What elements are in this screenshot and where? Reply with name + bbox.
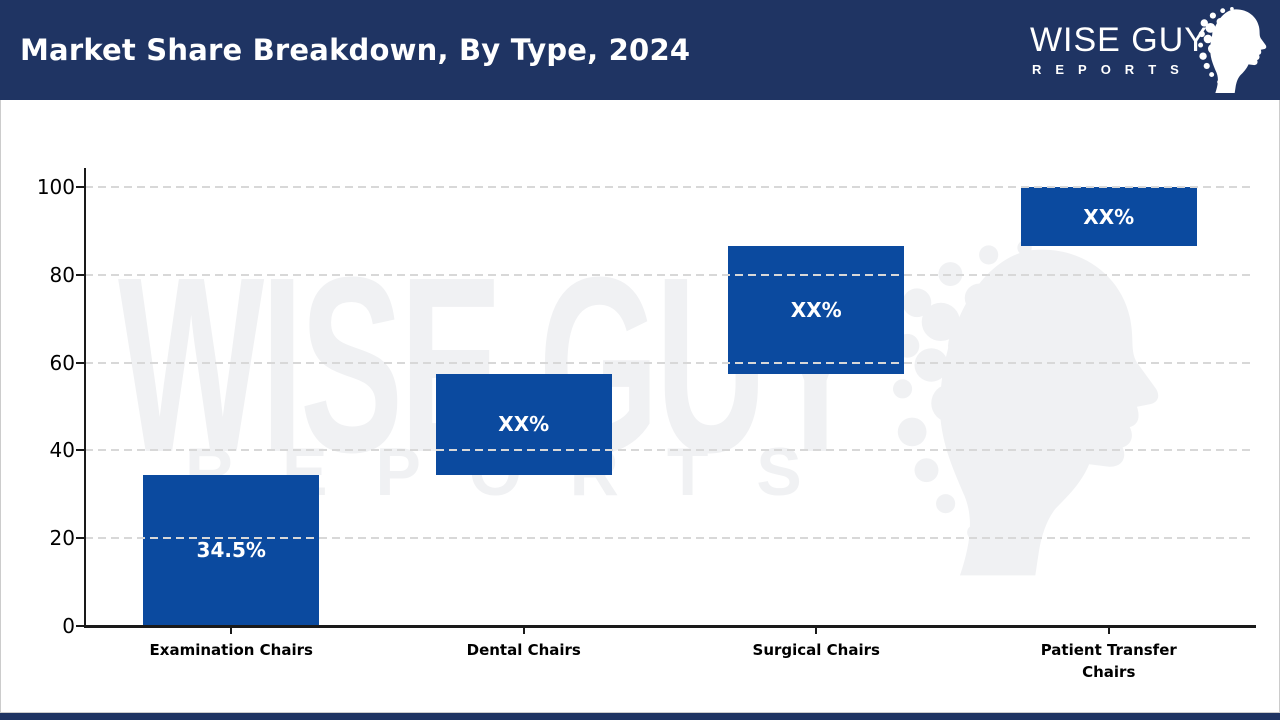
x-axis-label-2: Dental Chairs <box>466 641 581 659</box>
x-tick-mark-2 <box>522 626 525 634</box>
x-axis-line <box>84 625 1256 628</box>
y-tick-mark-0 <box>76 625 85 627</box>
gridline-100 <box>85 186 1255 188</box>
x-tick-mark-3 <box>815 626 818 634</box>
bar-segment-4 <box>1020 187 1197 247</box>
bar-value-label-2: XX% <box>498 412 550 437</box>
y-tick-label-20: 20 <box>49 526 75 551</box>
bar-value-label-4: XX% <box>1083 204 1135 229</box>
watermark-head-icon <box>893 238 1180 578</box>
y-tick-mark-20 <box>76 537 85 540</box>
y-tick-label-0: 0 <box>62 614 75 638</box>
bar-segment-1 <box>143 474 320 626</box>
wise-guy-logo: WISE GUY REPORTS <box>1030 7 1280 93</box>
y-tick-label-100: 100 <box>36 175 75 199</box>
bar-value-label-1: 34.5% <box>196 538 266 563</box>
x-axis-label-3: Surgical Chairs <box>752 641 880 659</box>
y-tick-mark-40 <box>76 449 85 452</box>
y-tick-mark-80 <box>76 273 85 276</box>
logo-head-icon <box>1198 7 1272 93</box>
y-axis-line <box>84 168 86 628</box>
x-axis-label-1: Examination Chairs <box>149 641 313 659</box>
y-tick-label-60: 60 <box>49 350 75 375</box>
gridline-60 <box>85 361 1255 364</box>
x-axis-label-4: Patient Transfer Chairs <box>1040 641 1177 681</box>
gridline-40 <box>85 449 1255 452</box>
bar-segment-2 <box>435 373 612 475</box>
y-tick-mark-100 <box>76 186 85 188</box>
logo-subtext: REPORTS <box>1031 61 1193 77</box>
y-tick-mark-60 <box>76 361 85 364</box>
page-title: Market Share Breakdown, By Type, 2024 <box>20 33 691 67</box>
logo-text: WISE GUY REPORTS <box>1029 21 1208 77</box>
bar-value-label-3: XX% <box>790 297 842 322</box>
y-tick-label-40: 40 <box>49 438 75 463</box>
x-tick-mark-1 <box>230 626 233 634</box>
x-tick-mark-4 <box>1107 626 1110 634</box>
header: Market Share Breakdown, By Type, 2024 WI… <box>0 0 1280 100</box>
footer-bar <box>0 713 1280 720</box>
gridline-80 <box>85 273 1255 276</box>
logo-wordmark: WISE GUY <box>1029 21 1208 60</box>
gridline-20 <box>85 537 1255 540</box>
y-tick-label-80: 80 <box>49 262 75 287</box>
bar-segment-3 <box>728 246 905 374</box>
